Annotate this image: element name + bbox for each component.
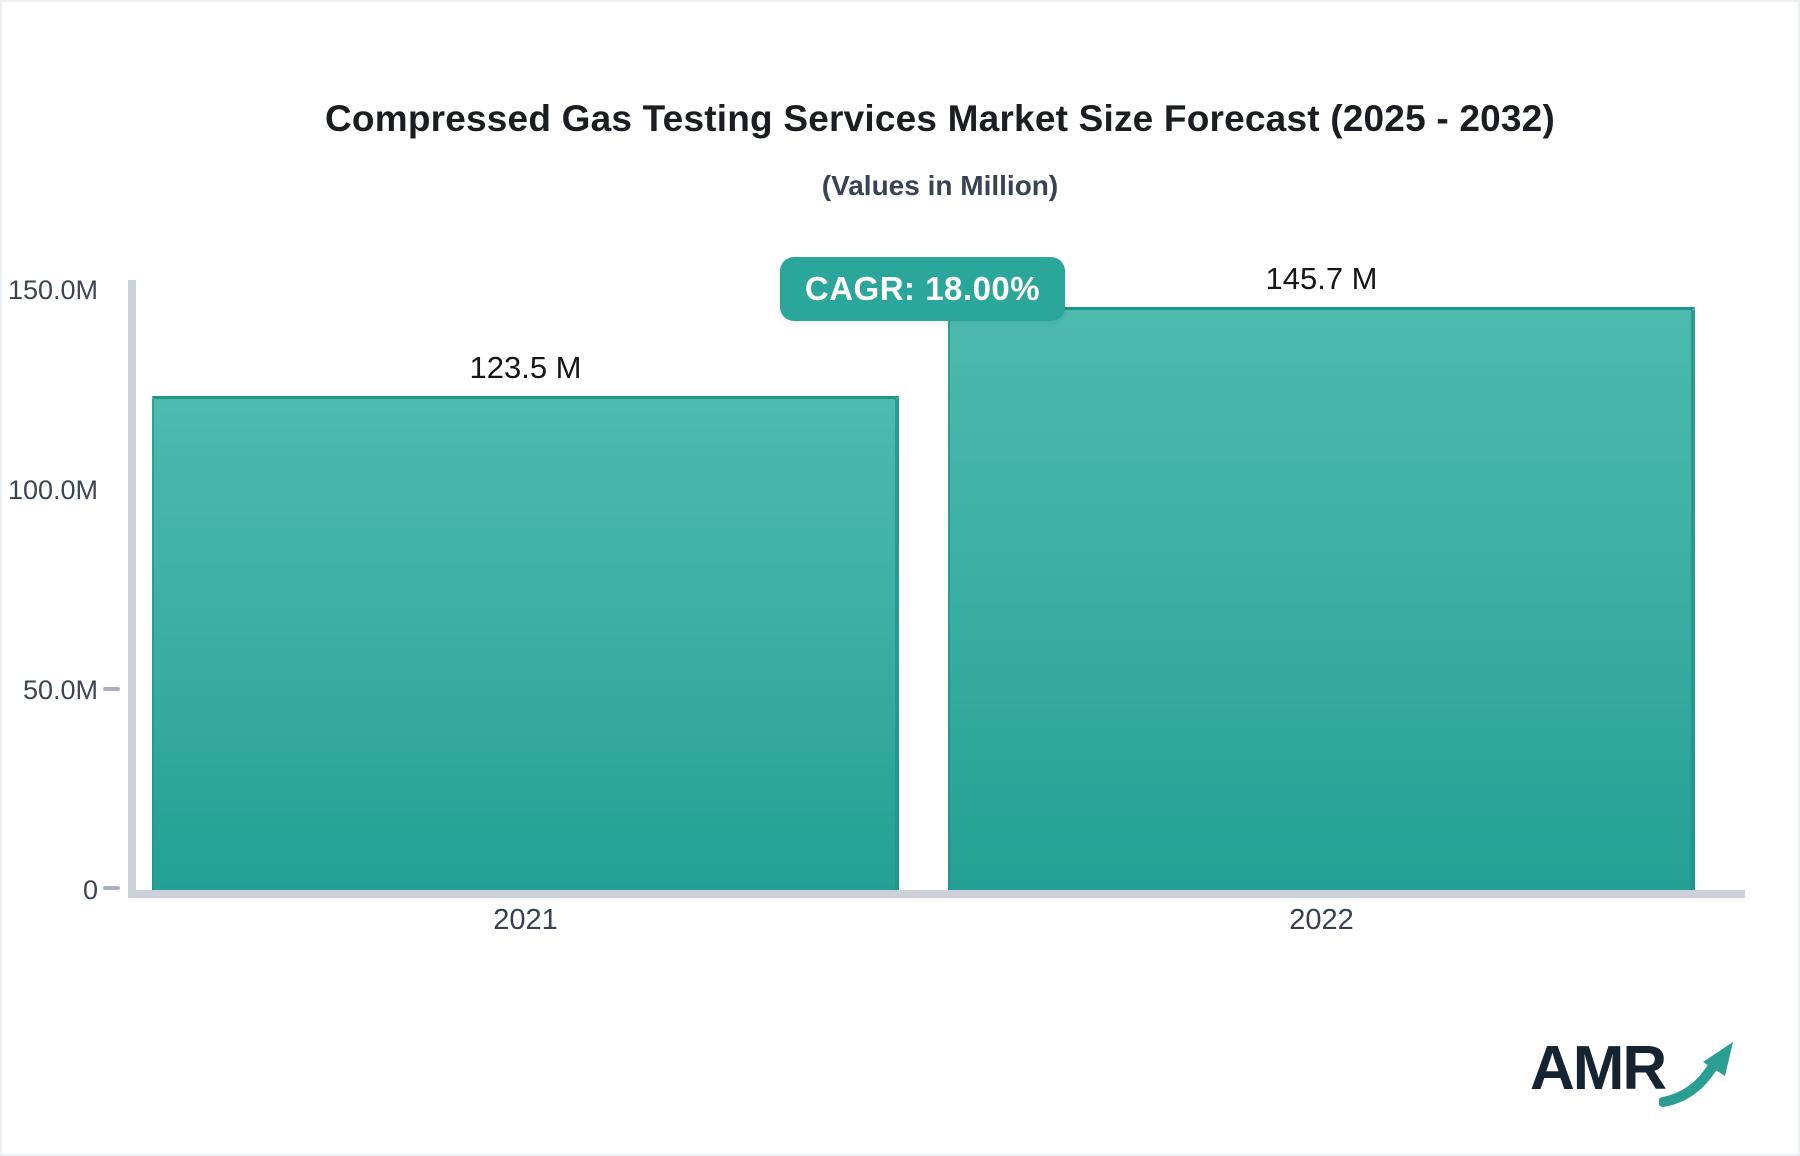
- bar-value-label-2021: 123.5 M: [469, 350, 582, 385]
- x-axis-label-2022: 2022: [1289, 904, 1354, 936]
- bar-2021[interactable]: [152, 396, 899, 890]
- bar-2022[interactable]: [948, 307, 1695, 890]
- y-tick-label-150: 150.0M: [7, 275, 98, 305]
- y-tick-label-50: 50.0M: [22, 675, 98, 705]
- y-tick-mark-0: [103, 886, 120, 890]
- chart-title: Compressed Gas Testing Services Market S…: [325, 98, 1555, 139]
- x-axis-label-2021: 2021: [493, 904, 558, 936]
- y-tick-label-0: 0: [82, 875, 98, 905]
- y-tick-mark-50: [103, 687, 120, 691]
- y-tick-label-100: 100.0M: [7, 475, 98, 505]
- cagr-badge: CAGR: 18.00%: [780, 257, 1065, 321]
- y-axis-line: [128, 280, 136, 898]
- trending-up-arrow-icon: [1659, 1042, 1734, 1107]
- chart-subtitle: (Values in Million): [821, 170, 1059, 201]
- x-axis-line: [128, 890, 1745, 898]
- amr-logo: AMR: [1530, 1034, 1737, 1108]
- bar-value-label-2022: 145.7 M: [1265, 261, 1378, 297]
- amr-logo-text: AMR: [1530, 1034, 1667, 1103]
